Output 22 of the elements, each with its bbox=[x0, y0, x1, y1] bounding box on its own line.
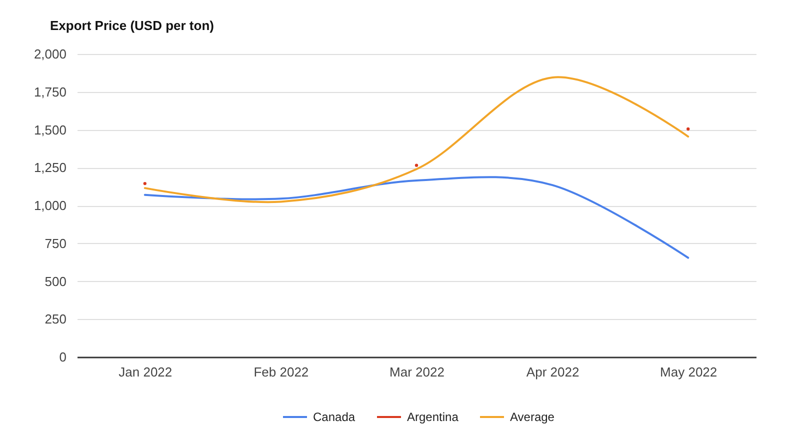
y-tick-label: 1,250 bbox=[34, 160, 66, 176]
y-tick-label: 1,500 bbox=[34, 122, 66, 138]
legend-label: Canada bbox=[313, 410, 356, 424]
y-tick-label: 1,750 bbox=[34, 84, 66, 100]
line-series bbox=[144, 76, 690, 204]
y-tick-label: 750 bbox=[44, 236, 66, 251]
x-tick-label: Feb 2022 bbox=[254, 364, 309, 380]
legend-label: Average bbox=[510, 410, 555, 424]
x-tick-label: Jan 2022 bbox=[118, 364, 172, 380]
legend-label: Argentina bbox=[407, 410, 459, 424]
x-tick-label: Apr 2022 bbox=[526, 364, 580, 380]
x-tick-label: Mar 2022 bbox=[390, 364, 444, 380]
y-tick-label: 500 bbox=[44, 274, 66, 289]
chart-title: Export Price (USD per ton) bbox=[50, 18, 214, 33]
point bbox=[414, 164, 418, 167]
y-tick-label: 250 bbox=[44, 312, 66, 327]
y-tick-label: 1,000 bbox=[34, 198, 66, 213]
point bbox=[686, 127, 690, 131]
y-tick-label: 2,000 bbox=[34, 46, 66, 62]
y-tick-label: 0 bbox=[59, 350, 66, 364]
point bbox=[143, 182, 146, 186]
x-tick-label: May 2022 bbox=[660, 364, 718, 380]
